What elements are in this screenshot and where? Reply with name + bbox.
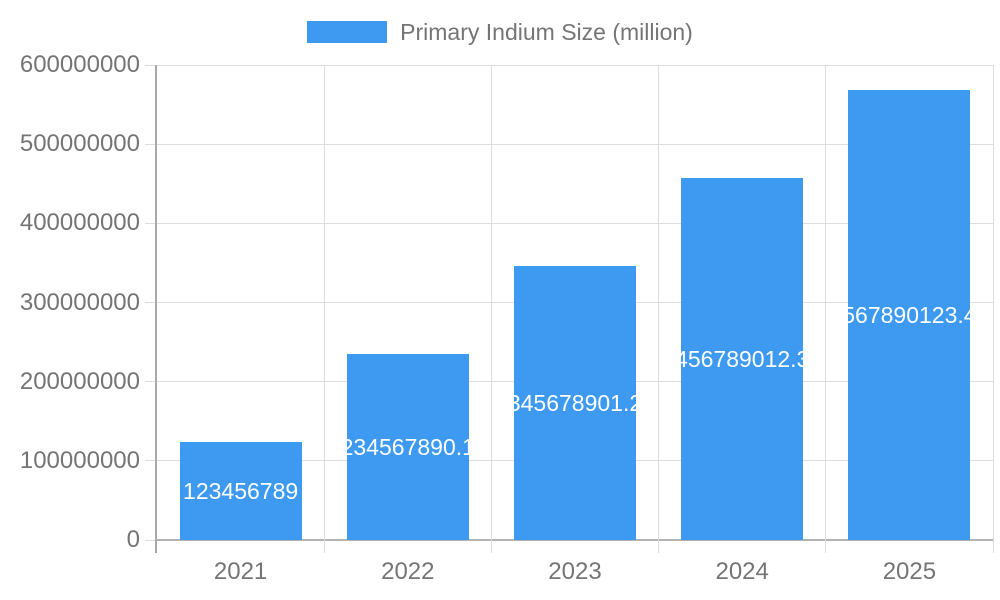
x-axis-tick [323,540,325,553]
bar-value-label: 345678901.2 [514,389,636,416]
x-axis-tick [658,540,660,553]
v-gridline [323,65,325,540]
v-gridline [490,65,492,540]
bar-2023[interactable]: 345678901.2 [514,266,636,540]
x-axis-line [157,539,993,541]
h-gridline [157,143,993,145]
bar-value-label: 456789012.3 [681,345,804,372]
v-gridline [825,65,827,540]
y-axis-tick [145,302,155,303]
y-axis-tick [145,143,155,145]
x-axis-tick [490,540,492,553]
y-axis-tick-label: 0 [126,526,140,553]
chart-legend: Primary Indium Size (million) [0,17,1000,47]
y-axis-tick [145,64,155,66]
plot-area: 123456789 234567890.1 345678901.2 456789012… [145,64,994,553]
bar-2025[interactable]: 567890123.4 [848,90,971,540]
y-axis-line [155,65,157,553]
h-gridline [157,222,993,224]
legend-swatch [307,21,388,43]
bar-2022[interactable]: 234567890.1 [346,354,469,540]
bar-2021[interactable]: 123456789 [179,442,302,540]
x-axis-category-label: 2021 [213,558,268,585]
y-axis-tick [145,460,155,462]
x-axis-tick [992,540,994,553]
bar-value-label: 567890123.4 [848,301,971,328]
y-axis-tick-label: 200000000 [19,367,140,395]
y-axis-tick [145,222,155,224]
x-axis-category-label: 2022 [381,558,435,585]
x-axis-category-label: 2023 [548,558,602,585]
y-axis-tick [145,381,155,383]
y-axis-tick-label: 400000000 [19,209,140,237]
h-gridline [157,64,993,66]
x-axis-category-label: 2025 [882,558,937,585]
y-axis-tick-label: 100000000 [19,446,140,474]
y-axis-tick [145,539,155,541]
legend-series-label: Primary Indium Size (million) [400,18,693,45]
bar-2024[interactable]: 456789012.3 [681,178,804,540]
bar-value-label: 234567890.1 [346,433,469,460]
v-gridline [992,65,994,540]
bar-value-label: 123456789 [183,477,299,504]
x-axis-category-label: 2024 [715,558,769,585]
y-axis-tick-label: 300000000 [19,288,140,316]
v-gridline [658,65,660,540]
x-axis-tick [825,540,827,553]
y-axis-tick-label: 500000000 [19,130,140,158]
y-axis-tick-label: 600000000 [19,51,140,78]
